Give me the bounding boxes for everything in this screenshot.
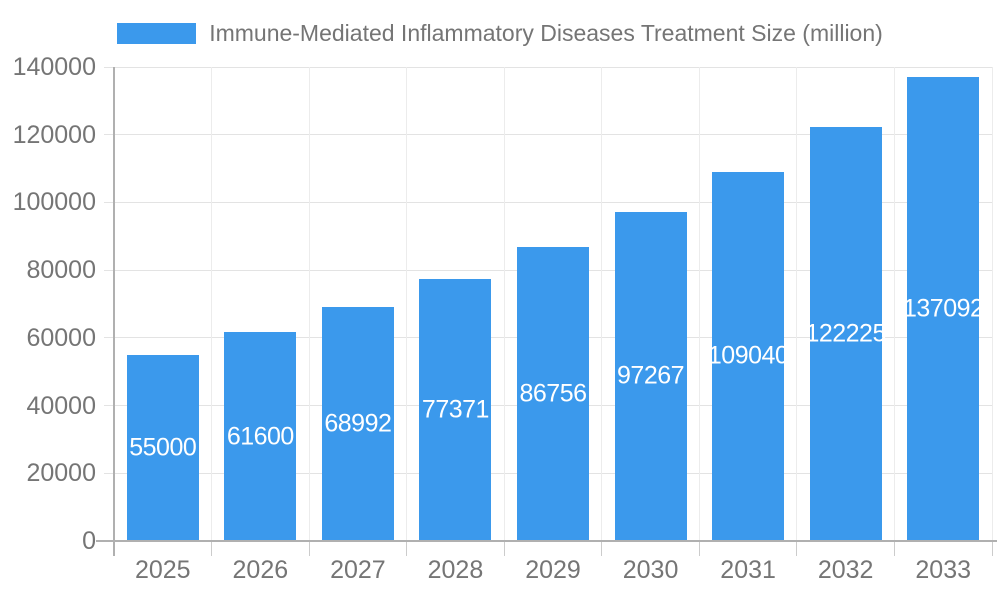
bar-2029: 86756: [517, 247, 589, 541]
x-axis-label: 2026: [232, 556, 289, 584]
y-axis-line: [113, 67, 115, 556]
y-axis-label: 120000: [12, 120, 96, 149]
x-axis-label: 2033: [915, 556, 972, 584]
bar-value-label: 61600: [226, 422, 295, 451]
grid-line-vertical: [406, 67, 408, 541]
y-axis-tick: [104, 269, 114, 271]
x-axis-label: 2029: [525, 556, 581, 584]
x-axis-tick: [893, 541, 895, 556]
bar-2026: 61600: [224, 332, 297, 541]
grid-line-horizontal: [114, 201, 992, 203]
x-axis-label: 2030: [622, 556, 679, 584]
y-axis-label: 0: [82, 527, 96, 555]
grid-line-vertical: [211, 67, 213, 541]
y-axis-tick: [104, 337, 114, 339]
bar-2032: 122225: [805, 127, 886, 541]
y-axis-label: 80000: [26, 256, 96, 285]
y-axis-tick: [104, 134, 114, 136]
bar-2028: 77371: [419, 279, 492, 541]
y-axis-tick: [104, 201, 114, 203]
grid-line-vertical: [796, 67, 798, 541]
x-axis-tick: [796, 541, 798, 556]
bar-value-label: 109040: [707, 341, 789, 370]
grid-line-horizontal: [114, 134, 992, 136]
bar-2030: 97267: [614, 211, 687, 541]
bar-value-label: 97267: [617, 361, 685, 390]
grid-line-horizontal: [114, 66, 992, 68]
x-axis-line: [96, 540, 997, 542]
x-axis-label: 2025: [134, 556, 191, 584]
chart-legend[interactable]: Immune-Mediated Inflammatory Diseases Tr…: [0, 18, 1000, 48]
bar-2025: 55000: [126, 354, 199, 541]
bar-value-label: 86756: [519, 379, 587, 408]
bar-value-label: 122225: [805, 319, 886, 348]
grid-line-vertical: [893, 67, 895, 541]
y-axis-label: 140000: [12, 53, 96, 81]
x-axis-label: 2031: [720, 556, 776, 584]
grid-line-vertical: [698, 67, 700, 541]
legend-swatch: [117, 22, 197, 44]
bar-2033: 137092: [903, 76, 984, 541]
grid-line-vertical: [601, 67, 603, 541]
y-axis-label: 40000: [26, 391, 96, 420]
bar-2031: 109040: [708, 171, 789, 541]
x-axis-tick: [406, 541, 408, 556]
x-axis-tick: [601, 541, 603, 556]
y-axis-label: 100000: [12, 188, 96, 217]
x-axis-tick: [211, 541, 213, 556]
bar-value-label: 77371: [421, 395, 490, 424]
x-axis-label: 2027: [330, 556, 386, 584]
x-axis-label: 2032: [817, 556, 874, 584]
bar-2027: 68992: [321, 307, 394, 541]
y-axis-label: 20000: [26, 459, 96, 488]
grid-line-vertical: [308, 67, 310, 541]
grid-line-vertical: [991, 67, 993, 541]
y-axis-tick: [104, 405, 114, 407]
y-axis-tick: [104, 66, 114, 68]
bar-value-label: 55000: [129, 433, 197, 462]
bar-value-label: 68992: [324, 409, 392, 438]
x-axis-tick: [991, 541, 993, 556]
x-axis-tick: [503, 541, 505, 556]
y-axis-label: 60000: [26, 323, 96, 352]
bar-value-label: 137092: [903, 294, 984, 323]
x-axis-tick: [698, 541, 700, 556]
legend-label: Immune-Mediated Inflammatory Diseases Tr…: [209, 19, 883, 46]
x-axis-tick: [308, 541, 310, 556]
x-axis-label: 2028: [427, 556, 484, 584]
y-axis-tick: [104, 472, 114, 474]
grid-line-vertical: [503, 67, 505, 541]
